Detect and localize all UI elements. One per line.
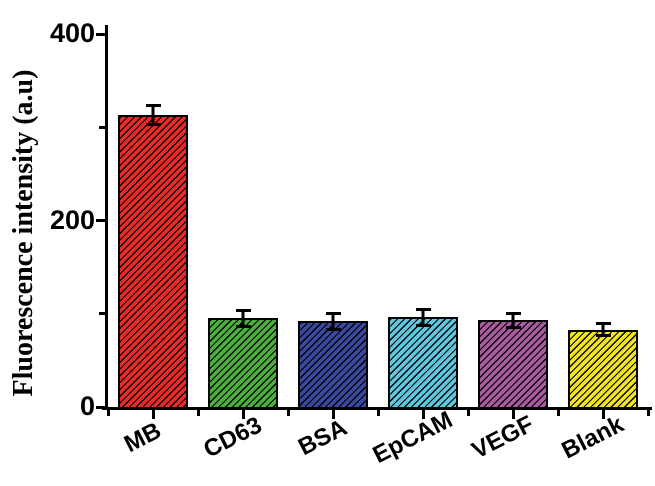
error-bar-vegf [505, 311, 521, 329]
x-category-label-mb: MB [120, 417, 166, 459]
x-minor-tick-4 [466, 410, 470, 416]
y-tick-label-0: 0 [79, 390, 95, 421]
x-major-tick-mb [151, 410, 155, 419]
error-bar-bsa [325, 311, 341, 331]
y-tick-label-200: 200 [49, 204, 95, 235]
x-category-label-bsa: BSA [294, 414, 352, 462]
bar-epcam [388, 317, 458, 409]
error-bar-line [151, 103, 155, 127]
x-major-tick-cd63 [241, 410, 245, 419]
x-minor-tick-1 [196, 410, 200, 416]
x-major-tick-vegf [511, 410, 515, 419]
bar-cd63 [208, 318, 278, 409]
bar-blank [568, 329, 638, 409]
x-major-tick-epcam [421, 410, 425, 419]
x-minor-tick-2 [286, 410, 290, 416]
error-bar-cd63 [235, 309, 251, 328]
error-bar-line [331, 311, 335, 331]
y-tick-label-400: 400 [49, 17, 95, 48]
x-major-tick-blank [601, 410, 605, 419]
y-major-tick-400 [96, 32, 105, 36]
x-minor-tick-3 [376, 410, 380, 416]
x-minor-tick-6 [646, 410, 650, 416]
x-category-label-epcam: EpCAM [368, 406, 457, 469]
y-axis-line [105, 25, 108, 410]
y-minor-tick-100 [99, 312, 105, 316]
y-major-tick-200 [96, 219, 105, 222]
error-bar-line [421, 308, 425, 327]
x-minor-tick-5 [556, 410, 560, 416]
error-bar-mb [145, 103, 161, 127]
x-axis-line [102, 407, 652, 410]
x-minor-tick-0 [106, 410, 110, 416]
y-major-tick-0 [96, 405, 105, 409]
error-bar-epcam [415, 308, 431, 327]
x-category-label-cd63: CD63 [199, 411, 267, 464]
bar-vegf [478, 320, 548, 409]
x-category-label-vegf: VEGF [467, 410, 539, 465]
error-bar-blank [595, 322, 611, 338]
error-bar-line [601, 322, 605, 338]
error-bar-line [241, 309, 245, 328]
error-bar-line [511, 311, 515, 329]
x-major-tick-bsa [331, 410, 335, 419]
y-minor-tick-300 [99, 125, 105, 129]
bar-mb [118, 115, 188, 409]
bar-bsa [298, 321, 368, 409]
x-category-label-blank: Blank [557, 410, 629, 465]
